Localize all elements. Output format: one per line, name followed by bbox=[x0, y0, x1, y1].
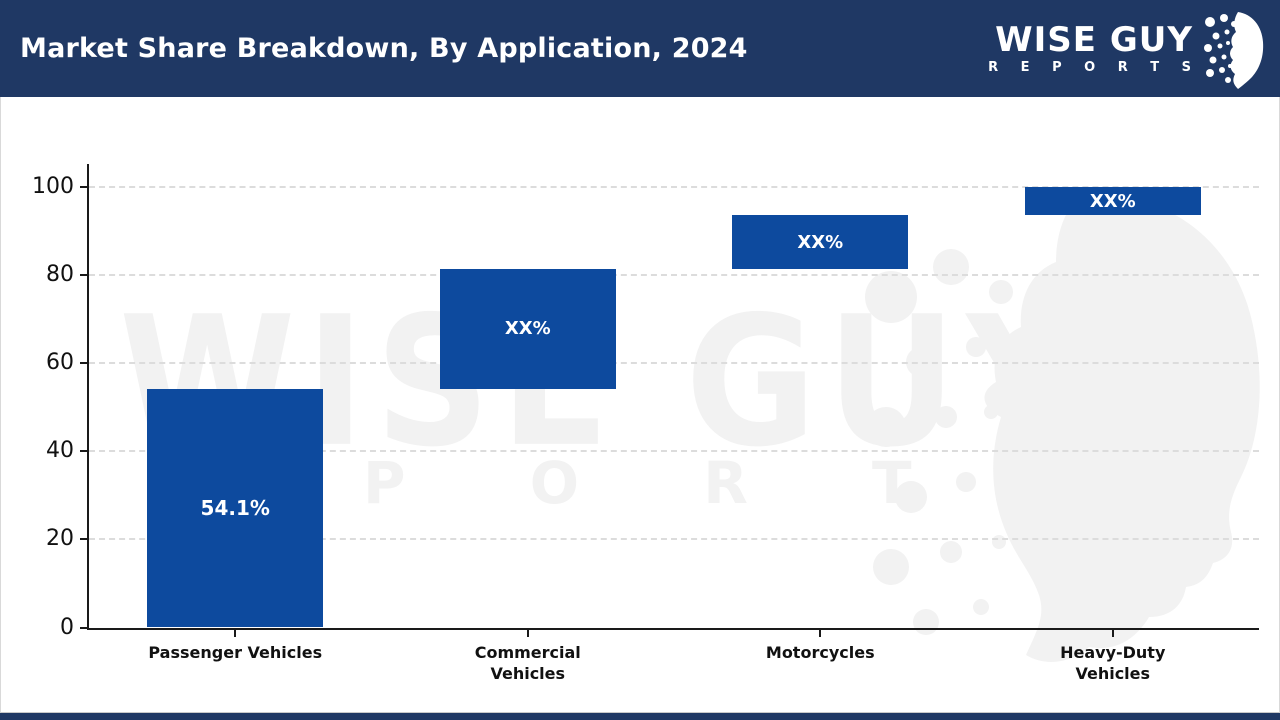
y-tick-label-60: 60 bbox=[46, 349, 74, 375]
plot-region: 54.1% XX% XX% XX% 0 20 40 60 80 100 Passenger Vehi… bbox=[1, 97, 1279, 712]
bar-value-label-3: XX% bbox=[1089, 190, 1136, 212]
y-tick-label-80: 80 bbox=[46, 261, 74, 287]
gridline-20 bbox=[89, 538, 1259, 541]
bar-segment-2: XX% bbox=[732, 215, 909, 269]
x-tick-0 bbox=[234, 629, 237, 637]
x-axis-spine bbox=[87, 627, 1259, 630]
bar-value-label-2: XX% bbox=[797, 231, 844, 253]
y-tick-40 bbox=[80, 450, 87, 453]
y-tick-100 bbox=[80, 185, 87, 188]
watermark-face-icon bbox=[865, 195, 1260, 662]
y-tick-label-20: 20 bbox=[46, 526, 74, 552]
bar-value-label-1: XX% bbox=[504, 318, 551, 340]
brand-subtitle: R E P O R T S bbox=[988, 60, 1200, 75]
bar-segment-3: XX% bbox=[1024, 187, 1201, 216]
gridline-60 bbox=[89, 361, 1259, 364]
x-category-label-0: Passenger Vehicles bbox=[105, 642, 365, 663]
x-category-label-1: Commercial Vehicles bbox=[398, 642, 658, 684]
chart-area: WISE GUY P O R T S 54.1% XX% XX% XX% 0 20 40 60… bbox=[0, 97, 1280, 713]
brand-text: WISE GUY R E P O R T S bbox=[988, 22, 1200, 76]
y-tick-label-40: 40 bbox=[46, 438, 74, 464]
y-tick-label-0: 0 bbox=[60, 614, 74, 640]
x-category-line: Passenger Vehicles bbox=[148, 642, 323, 662]
x-category-line: Commercial bbox=[474, 642, 581, 662]
gridline-80 bbox=[89, 273, 1259, 276]
bar-segment-1: XX% bbox=[439, 268, 616, 389]
page-title: Market Share Breakdown, By Application, … bbox=[20, 33, 748, 64]
y-tick-20 bbox=[80, 538, 87, 541]
brand-face-icon bbox=[1204, 12, 1264, 89]
x-category-line: Vehicles bbox=[490, 663, 566, 683]
footer-bar bbox=[0, 713, 1280, 720]
x-tick-2 bbox=[819, 629, 822, 637]
brand-logo: WISE GUY R E P O R T S bbox=[988, 8, 1266, 92]
x-category-line: Heavy-Duty bbox=[1060, 642, 1166, 662]
x-category-label-3: Heavy-Duty Vehicles bbox=[983, 642, 1243, 684]
y-tick-0 bbox=[80, 626, 87, 629]
header-bar: Market Share Breakdown, By Application, … bbox=[0, 0, 1280, 97]
x-category-line: Motorcycles bbox=[765, 642, 875, 662]
y-axis-spine bbox=[87, 164, 89, 630]
x-category-label-2: Motorcycles bbox=[690, 642, 950, 663]
y-tick-80 bbox=[80, 273, 87, 276]
bar-segment-0: 54.1% bbox=[147, 388, 324, 628]
bar-value-label-0: 54.1% bbox=[200, 496, 270, 521]
y-tick-60 bbox=[80, 361, 87, 364]
gridline-100 bbox=[89, 185, 1259, 188]
y-tick-label-100: 100 bbox=[32, 173, 74, 199]
x-category-line: Vehicles bbox=[1075, 663, 1151, 683]
x-tick-1 bbox=[526, 629, 529, 637]
brand-name: WISE GUY bbox=[995, 20, 1193, 60]
gridline-40 bbox=[89, 450, 1259, 453]
x-tick-3 bbox=[1111, 629, 1114, 637]
